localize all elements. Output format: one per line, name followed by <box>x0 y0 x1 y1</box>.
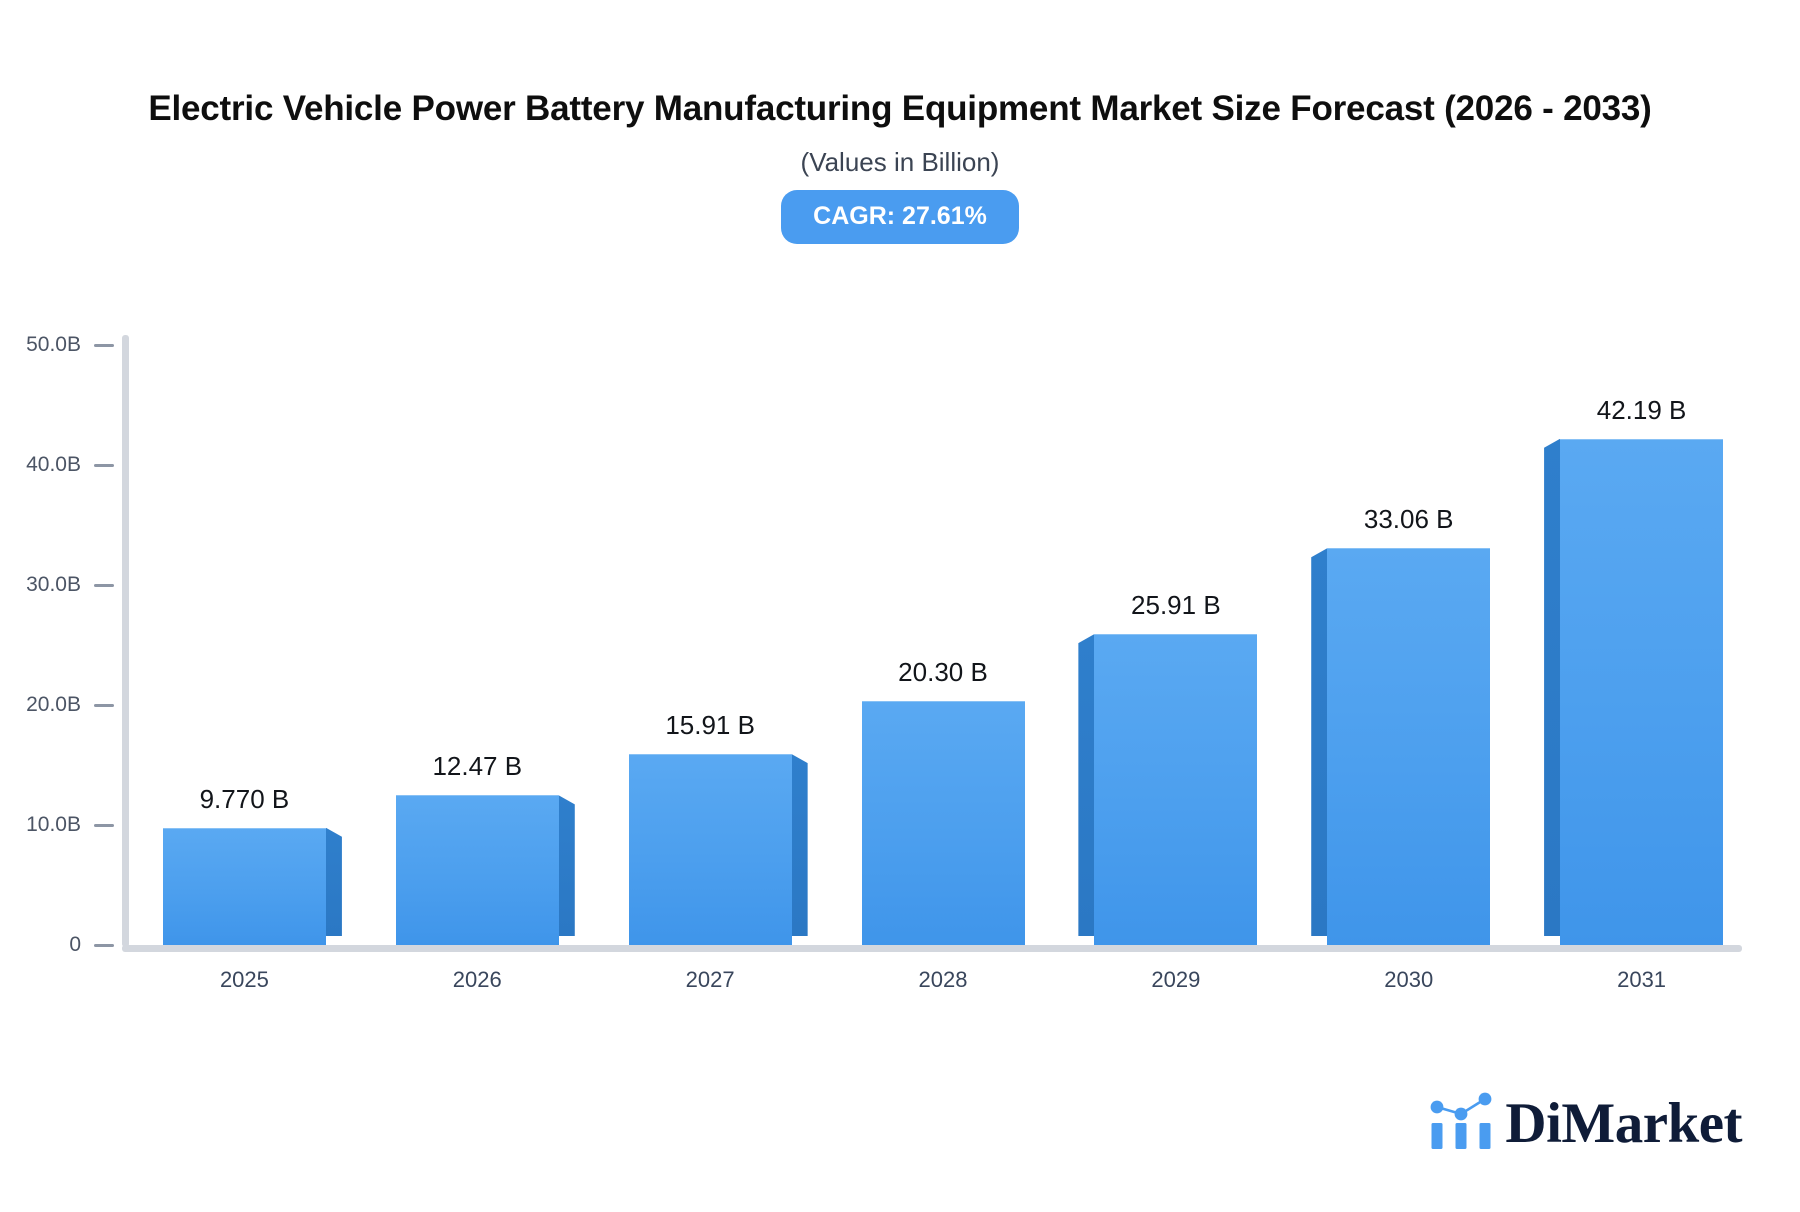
y-axis-tick-mark <box>94 943 114 947</box>
bar-group[interactable]: 25.91 B 2029 <box>1078 590 1258 992</box>
bar-value-label: 33.06 B <box>1363 504 1454 535</box>
bar-group[interactable]: 15.91 B 2027 <box>628 710 808 992</box>
bar-value-label: 42.19 B <box>1596 394 1687 425</box>
bar[interactable]: 20.30 B <box>861 657 1025 945</box>
y-axis-tick-label: 20.0B <box>26 693 81 716</box>
bar[interactable]: 42.19 B <box>1544 395 1724 945</box>
x-axis-tick-label: 2025 <box>219 967 269 992</box>
x-axis-line <box>122 945 1742 952</box>
y-axis-tick: 40.0B <box>0 453 114 477</box>
bar-slot: 20.30 B 2028 <box>827 345 1060 992</box>
bar[interactable]: 15.91 B <box>628 710 808 945</box>
y-axis-tick-mark <box>94 823 114 827</box>
x-axis-tick-label: 2027 <box>685 967 735 992</box>
y-axis-tick-label: 10.0B <box>26 813 81 836</box>
y-axis-tick-label: 30.0B <box>26 573 81 596</box>
bar-slot: 33.06 B 2030 <box>1292 345 1525 992</box>
bar-group[interactable]: 20.30 B 2028 <box>861 657 1025 992</box>
y-axis-tick-mark <box>94 343 114 347</box>
y-axis-tick-mark <box>94 703 114 707</box>
x-axis-tick-label: 2028 <box>918 967 968 992</box>
cagr-badge: CAGR: 27.61% <box>781 189 1019 244</box>
bar-series: 9.770 B 2025 12.47 B 2026 15.91 B 2027 20.30 B… <box>128 345 1758 992</box>
y-axis-tick: 0 <box>0 933 114 957</box>
y-axis-tick: 50.0B <box>0 333 114 357</box>
bar-slot: 42.19 B 2031 <box>1525 345 1758 992</box>
bar-3d-side <box>1544 438 1561 936</box>
bar-group[interactable]: 33.06 B 2030 <box>1311 504 1491 992</box>
bar-chart-icon <box>1429 1090 1495 1157</box>
y-axis-tick: 30.0B <box>0 573 114 597</box>
bar-group[interactable]: 12.47 B 2026 <box>395 751 575 992</box>
bar-slot: 15.91 B 2027 <box>594 345 827 992</box>
y-axis-tick: 10.0B <box>0 813 114 837</box>
plot-area: 0 10.0B 20.0B 30.0B 40.0B 50.0B 9.770 B 2025 12… <box>26 333 1758 992</box>
bar-3d-side <box>791 754 808 936</box>
bar-value-label: 9.770 B <box>199 783 290 814</box>
chart-header: Electric Vehicle Power Battery Manufactu… <box>0 0 1800 244</box>
bar[interactable]: 33.06 B <box>1311 504 1491 945</box>
y-axis-tick-label: 40.0B <box>26 453 81 476</box>
bar-slot: 9.770 B 2025 <box>128 345 361 992</box>
x-axis-tick-label: 2030 <box>1384 967 1434 992</box>
bar[interactable]: 25.91 B <box>1078 590 1258 945</box>
y-axis-tick-mark <box>94 463 114 467</box>
y-axis-tick-label: 50.0B <box>26 333 81 356</box>
bar-value-label: 25.91 B <box>1131 590 1221 621</box>
bar[interactable]: 12.47 B <box>395 751 575 945</box>
bar-value-label: 20.30 B <box>898 657 988 688</box>
bar-slot: 12.47 B 2026 <box>361 345 594 992</box>
page-title: Electric Vehicle Power Battery Manufactu… <box>148 89 1652 128</box>
y-axis-line <box>122 335 129 947</box>
bar-3d-side <box>325 827 342 936</box>
bar-value-label: 15.91 B <box>665 710 755 741</box>
x-axis-tick-label: 2031 <box>1617 967 1667 992</box>
bar-slot: 25.91 B 2029 <box>1059 345 1292 992</box>
x-axis-tick-label: 2029 <box>1151 967 1201 992</box>
y-axis-tick-mark <box>94 583 114 587</box>
bar[interactable]: 9.770 B <box>162 784 342 945</box>
brand-logo: DiMarket <box>1429 1090 1742 1157</box>
bar-group[interactable]: 42.19 B 2031 <box>1544 395 1724 992</box>
bar-value-label: 12.47 B <box>432 751 523 782</box>
chart-subtitle: (Values in Billion) <box>800 146 1000 177</box>
bar-3d-side <box>1311 548 1328 936</box>
y-axis-tick-label: 0 <box>69 933 81 956</box>
x-axis-tick-label: 2026 <box>452 967 502 992</box>
bar-group[interactable]: 9.770 B 2025 <box>162 784 342 992</box>
y-axis-tick: 20.0B <box>0 693 114 717</box>
bar-3d-side <box>1078 634 1095 936</box>
bar-3d-side <box>558 795 575 936</box>
brand-name: DiMarket <box>1505 1092 1742 1155</box>
